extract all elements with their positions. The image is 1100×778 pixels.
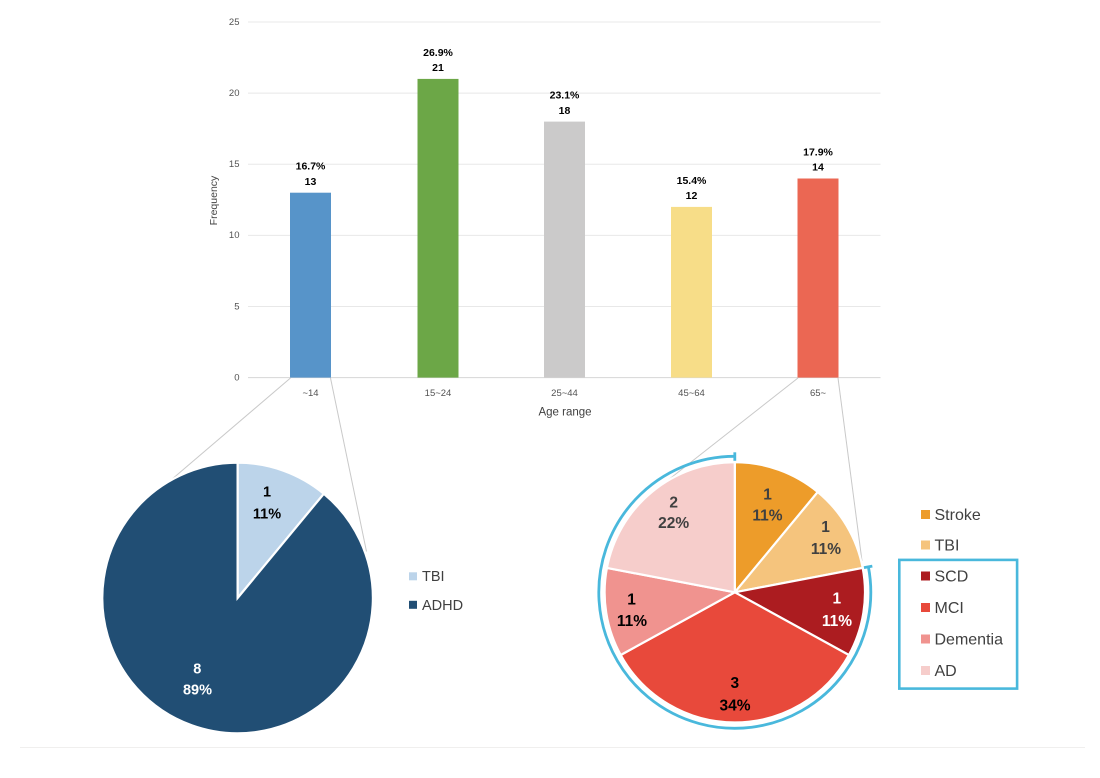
svg-text:3: 3: [730, 675, 739, 692]
svg-text:11%: 11%: [822, 613, 852, 630]
svg-text:12: 12: [686, 190, 698, 202]
svg-text:13: 13: [305, 176, 317, 188]
svg-text:22%: 22%: [658, 515, 689, 532]
svg-text:26.9%: 26.9%: [423, 47, 453, 59]
svg-text:17.9%: 17.9%: [803, 147, 833, 159]
svg-text:MCI: MCI: [935, 600, 964, 617]
svg-text:1: 1: [627, 591, 636, 608]
svg-text:45~64: 45~64: [678, 388, 705, 399]
svg-text:65~: 65~: [810, 388, 827, 399]
svg-text:11%: 11%: [253, 507, 281, 523]
svg-text:20: 20: [229, 88, 240, 99]
svg-text:2: 2: [669, 495, 678, 512]
svg-text:TBI: TBI: [422, 569, 445, 585]
svg-text:1: 1: [263, 485, 271, 501]
svg-text:Stroke: Stroke: [935, 507, 981, 524]
svg-text:15~24: 15~24: [425, 388, 452, 399]
svg-text:18: 18: [559, 105, 571, 117]
svg-text:16.7%: 16.7%: [296, 161, 326, 173]
svg-text:11%: 11%: [752, 508, 782, 525]
svg-text:15: 15: [229, 159, 240, 170]
svg-text:Age range: Age range: [538, 407, 591, 419]
svg-text:0: 0: [234, 372, 239, 383]
svg-text:14: 14: [812, 162, 824, 174]
svg-text:1: 1: [821, 519, 830, 536]
svg-text:1: 1: [763, 487, 772, 504]
svg-text:21: 21: [432, 62, 444, 74]
svg-text:ADHD: ADHD: [422, 598, 463, 614]
svg-text:1: 1: [832, 591, 841, 608]
svg-text:5: 5: [234, 301, 239, 312]
svg-text:~14: ~14: [302, 388, 318, 399]
svg-text:34%: 34%: [719, 698, 750, 715]
svg-text:10: 10: [229, 230, 240, 241]
svg-text:11%: 11%: [617, 613, 647, 630]
svg-text:15.4%: 15.4%: [677, 175, 707, 187]
svg-text:SCD: SCD: [935, 569, 969, 586]
svg-text:Dementia: Dementia: [935, 632, 1004, 649]
svg-text:Frequency: Frequency: [208, 175, 220, 225]
svg-text:23.1%: 23.1%: [550, 90, 580, 102]
svg-text:TBI: TBI: [935, 538, 960, 555]
svg-text:25: 25: [229, 17, 240, 28]
svg-text:25~44: 25~44: [551, 388, 578, 399]
svg-text:AD: AD: [935, 663, 957, 680]
svg-text:8: 8: [193, 662, 201, 678]
svg-text:11%: 11%: [811, 541, 841, 558]
svg-text:89%: 89%: [183, 682, 212, 698]
